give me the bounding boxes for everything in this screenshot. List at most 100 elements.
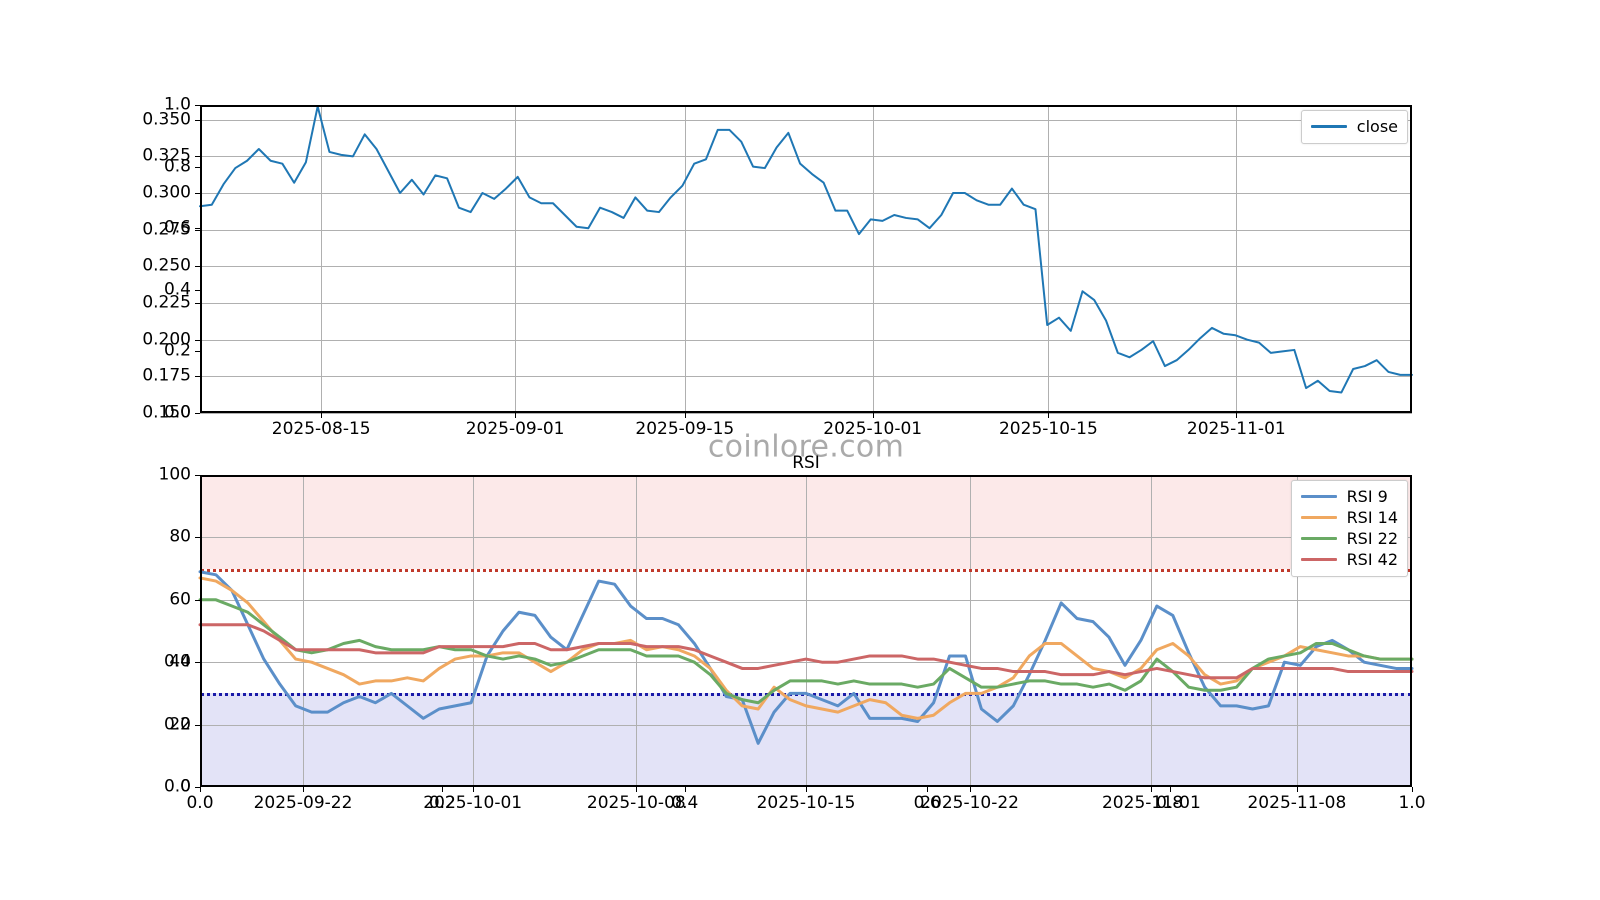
- legend-swatch-rsi-9: [1300, 495, 1337, 498]
- price-ytick-label: 0.175: [142, 365, 191, 386]
- rsi-ytick-overlay-mark: [195, 724, 200, 726]
- price-xtick-label: 2025-10-15: [998, 419, 1098, 439]
- rsi-xtick-label: 2025-10-22: [920, 793, 1019, 813]
- price-ytick-overlay-mark: [195, 289, 200, 291]
- rsi-chart-axes[interactable]: 0 20 40 60 80 100 0.0 0.2 0.4 2025-09-22 2025-10…: [159, 466, 1426, 812]
- rsi-ytick-label: 80: [169, 526, 191, 547]
- price-gridline-h: [200, 119, 1412, 121]
- rsi-spine-left: [200, 475, 202, 787]
- price-chart-axes[interactable]: 0.150 0.175 0.200 0.225 0.250 0.275 0.300 0.325…: [142, 96, 1413, 438]
- rsi-ytick-mark: [195, 475, 200, 476]
- legend-label-rsi-22: RSI 22: [1346, 529, 1398, 548]
- price-xtick-mark: [515, 413, 517, 418]
- rsi-ytick-label: 100: [158, 464, 191, 485]
- price-gridline-h: [200, 156, 1412, 158]
- legend-item-rsi-9[interactable]: RSI 9: [1300, 486, 1398, 507]
- rsi-spine-right: [1410, 475, 1412, 787]
- rsi-xtick-overlay-mark: [442, 787, 444, 792]
- price-series-plot: [199, 105, 1413, 394]
- legend-item-close[interactable]: close: [1310, 116, 1398, 137]
- rsi-xtick-overlay-label: 0.4: [671, 793, 699, 813]
- price-ytick-label: 0.150: [142, 402, 191, 423]
- price-ytick-label: 0.350: [142, 109, 191, 130]
- price-xtick-label: 2025-08-15: [271, 419, 371, 439]
- rsi-gridline-v: [1151, 475, 1153, 787]
- rsi-ytick-overlay-mark: [195, 787, 200, 788]
- rsi-ytick-label: 0: [180, 776, 191, 797]
- rsi-xtick-overlay-mark: [927, 787, 929, 792]
- legend-item-rsi-14[interactable]: RSI 14: [1300, 507, 1398, 528]
- legend-label-rsi-14: RSI 14: [1346, 508, 1398, 527]
- legend-label-close: close: [1356, 117, 1398, 136]
- price-ytick-label: 0.300: [142, 182, 191, 203]
- price-gridline-h: [200, 413, 1412, 414]
- rsi-xtick-overlay-label: 0.8: [1156, 793, 1184, 813]
- price-gridline-h: [200, 229, 1412, 231]
- rsi-ytick-mark: [195, 537, 200, 539]
- rsi-xtick-mark: [1151, 787, 1153, 792]
- rsi-overbought-threshold-line: [200, 568, 1412, 572]
- rsi-xtick-label: 2025-10-15: [756, 793, 856, 813]
- rsi-ytick-mark: [195, 599, 200, 601]
- price-ytick-overlay-label: 0.2: [163, 340, 191, 361]
- rsi-ytick-label: 20: [169, 714, 191, 735]
- rsi-spine-top: [200, 475, 1412, 477]
- rsi-gridline-v: [303, 475, 304, 787]
- price-ytick-mark: [195, 229, 200, 231]
- legend-swatch-rsi-14: [1300, 516, 1337, 519]
- price-ytick-mark: [195, 156, 200, 158]
- price-gridline-h: [200, 266, 1412, 268]
- price-ytick-overlay-label: 0.0: [163, 402, 191, 423]
- price-gridline-h: [200, 376, 1412, 378]
- price-gridline-v: [1236, 105, 1238, 413]
- price-xtick-label: 2025-11-01: [1186, 419, 1286, 439]
- price-ytick-label: 0.275: [142, 219, 191, 240]
- rsi-xtick-label: 2025-10-01: [423, 793, 523, 813]
- legend-label-rsi-42: RSI 42: [1346, 550, 1398, 569]
- price-spine-right: [1410, 105, 1412, 413]
- legend-swatch-rsi-22: [1300, 537, 1337, 540]
- price-xtick-mark: [1048, 413, 1050, 418]
- price-spine-left: [200, 105, 202, 413]
- price-ytick-label: 0.200: [142, 329, 191, 350]
- price-legend[interactable]: close: [1300, 110, 1408, 144]
- rsi-ytick-overlay-label: 0.2: [163, 714, 191, 735]
- rsi-panel-title: RSI: [792, 453, 820, 473]
- price-ytick-overlay-mark: [195, 351, 200, 353]
- rsi-xtick-mark: [472, 787, 474, 792]
- rsi-xtick-overlay-label: 1.0: [1398, 793, 1426, 813]
- price-gridline-v: [684, 105, 686, 413]
- rsi-gridline-v: [636, 475, 638, 787]
- rsi-ytick-label: 40: [169, 651, 191, 672]
- price-ytick-overlay-mark: [195, 105, 200, 106]
- price-xtick-label: 2025-09-01: [465, 419, 565, 439]
- price-spine-bottom: [200, 411, 1412, 413]
- rsi-gridline-v: [472, 475, 474, 787]
- rsi-legend[interactable]: RSI 9 RSI 14 RSI 22 RSI 42: [1290, 480, 1408, 577]
- price-ytick-mark: [195, 303, 200, 304]
- rsi-xtick-mark: [303, 787, 304, 792]
- legend-swatch-close: [1310, 125, 1347, 128]
- legend-item-rsi-22[interactable]: RSI 22: [1300, 528, 1398, 549]
- rsi-xtick-label: 2025-11-01: [1101, 793, 1201, 813]
- price-gridline-h: [200, 193, 1412, 194]
- watermark-coinlore: coinlore.com: [707, 429, 905, 465]
- price-ytick-mark: [195, 193, 200, 194]
- price-gridline-v: [321, 105, 323, 413]
- price-xtick-label: 2025-10-01: [823, 419, 923, 439]
- price-ytick-mark: [195, 339, 200, 341]
- rsi-xtick-label: 2025-10-08: [586, 793, 686, 813]
- rsi-xtick-label: 2025-09-22: [253, 793, 353, 813]
- price-ytick-mark: [195, 119, 200, 121]
- rsi-series-plot: [198, 570, 1414, 745]
- legend-item-rsi-42[interactable]: RSI 42: [1300, 549, 1398, 570]
- rsi-xtick-overlay-label: 0.0: [186, 793, 214, 813]
- price-ytick-mark: [195, 376, 200, 378]
- price-ytick-overlay-label: 1.0: [163, 94, 191, 115]
- price-ytick-label: 0.250: [142, 255, 191, 276]
- rsi-gridline-v: [1296, 475, 1298, 787]
- rsi-xtick-mark: [636, 787, 638, 792]
- price-gridline-v: [872, 105, 874, 413]
- price-ytick-label: 0.325: [142, 145, 191, 166]
- price-ytick-overlay-label: 0.4: [163, 279, 191, 300]
